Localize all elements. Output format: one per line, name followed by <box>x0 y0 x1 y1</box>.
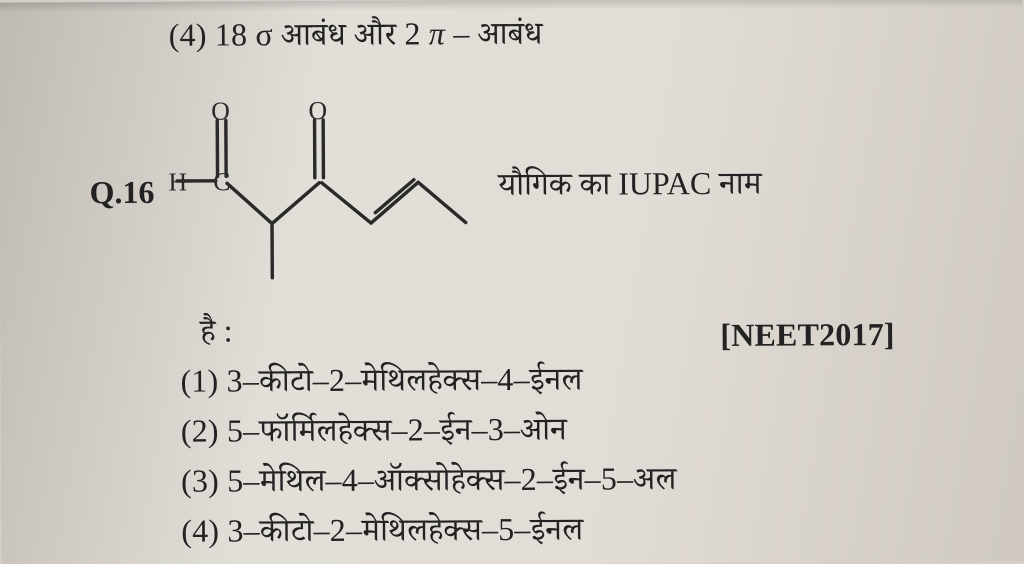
bond-c5_c6 <box>418 182 466 223</box>
prev-option-text-a: 18 σ आबंध और 2 <box>215 15 421 52</box>
question-prompt: यौगिक का IUPAC नाम <box>498 164 761 215</box>
option-1: (1) 3–कीटो–2–मेथिलहेक्स–4–ईनल <box>180 360 582 412</box>
chemical-structure: HC O O <box>168 85 479 297</box>
prev-option-line: (4) 18 σ आबंध और 2 π – आबंध <box>169 14 543 66</box>
bond-c3_o_double <box>314 120 323 178</box>
bonds <box>177 119 466 278</box>
bond-c_c2 <box>227 183 272 224</box>
bond-c2_c3 <box>272 183 320 224</box>
prev-option-num: (4) <box>169 17 207 53</box>
option-4: (4) 3–कीटो–2–मेथिलहेक्स–5–ईनल <box>181 510 583 562</box>
question-label: Q.16 <box>89 173 154 210</box>
hai-text: है : <box>200 311 233 361</box>
atom-O1: O <box>211 97 230 126</box>
exam-tag: [NEET2017] <box>720 316 895 354</box>
page-shadow <box>0 0 1023 13</box>
atom-H: H <box>168 167 187 196</box>
atom-O2: O <box>308 96 327 125</box>
question-row: Q.16 HC O O यौगिक का IUPAC नाम <box>89 84 762 298</box>
page: (4) 18 σ आबंध और 2 π – आबंध Q.16 HC O O यौ… <box>0 0 1024 564</box>
bond-c3_c4 <box>322 183 371 224</box>
bond-c4_c5_double <box>371 180 419 223</box>
option-3: (3) 5–मेथिल–4–ऑक्सोहेक्स–2–ईन–5–अल <box>181 459 677 512</box>
option-2: (2) 5–फॉर्मिलहेक्स–2–ईन–3–ओन <box>181 410 567 462</box>
pi-symbol: π <box>429 15 445 51</box>
atom-C: C <box>213 167 230 196</box>
prev-option-text-b: – आबंध <box>453 15 542 51</box>
